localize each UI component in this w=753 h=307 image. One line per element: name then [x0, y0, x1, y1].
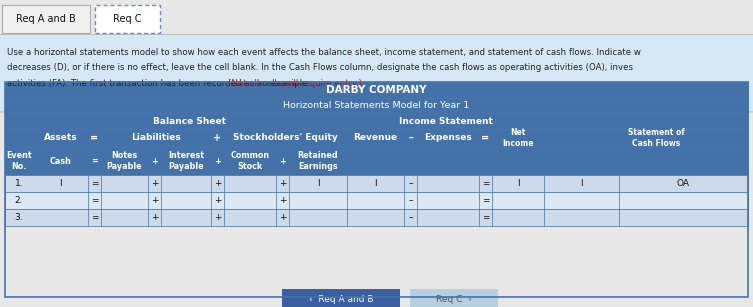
Text: =: = [482, 196, 489, 205]
Bar [5, 175, 748, 192]
Text: I: I [59, 179, 62, 188]
Text: Notes
Payable: Notes Payable [107, 151, 142, 171]
Text: =: = [91, 157, 98, 165]
Text: =: = [482, 179, 489, 188]
Text: OA: OA [677, 179, 690, 188]
Text: Horizontal Statements Model for Year 1: Horizontal Statements Model for Year 1 [283, 101, 470, 110]
Text: Event
No.: Event No. [6, 151, 32, 171]
Text: ‹  Req A and B: ‹ Req A and B [309, 294, 373, 304]
Text: Req A and B: Req A and B [16, 14, 76, 24]
Text: Common
Stock: Common Stock [230, 151, 270, 171]
Text: I: I [581, 179, 583, 188]
Bar [5, 113, 748, 129]
Text: Statement of
Cash Flows: Statement of Cash Flows [627, 128, 684, 148]
Text: +: + [279, 213, 286, 222]
Text: =: = [91, 196, 98, 205]
Text: Revenue: Revenue [353, 134, 398, 142]
Text: –: – [408, 196, 413, 205]
Bar [5, 147, 748, 175]
Text: Expenses: Expenses [424, 134, 472, 142]
Text: =: = [91, 179, 98, 188]
Bar [5, 82, 748, 98]
Text: I: I [317, 179, 319, 188]
Text: +: + [151, 179, 158, 188]
Text: =: = [91, 213, 98, 222]
Text: +: + [213, 133, 221, 143]
Bar [2, 5, 90, 33]
Bar [282, 289, 400, 307]
Text: +: + [151, 157, 158, 165]
Text: activities (FA). The first transaction has been recorded as an example.: activities (FA). The first transaction h… [7, 80, 313, 88]
Bar [5, 209, 748, 226]
Text: 3.: 3. [15, 213, 23, 222]
Text: Net
Income: Net Income [502, 128, 534, 148]
Text: +: + [279, 157, 286, 165]
Text: Balance Sheet: Balance Sheet [154, 116, 227, 126]
Text: +: + [151, 196, 158, 205]
Text: Stockholders' Equity: Stockholders' Equity [233, 134, 338, 142]
Bar [0, 35, 753, 112]
Bar [5, 192, 748, 209]
Text: Assets: Assets [44, 134, 78, 142]
Bar [95, 5, 160, 33]
Text: +: + [214, 179, 221, 188]
Text: (Not all cells will require entry.): (Not all cells will require entry.) [228, 80, 362, 88]
Bar [5, 82, 748, 297]
Text: Cash: Cash [50, 157, 72, 165]
Bar [95, 5, 160, 33]
Text: Use a horizontal statements model to show how each event affects the balance she: Use a horizontal statements model to sho… [7, 48, 641, 56]
Bar [5, 129, 748, 147]
Text: decreases (D), or if there is no effect, leave the cell blank. In the Cash Flows: decreases (D), or if there is no effect,… [7, 64, 633, 72]
Text: +: + [214, 213, 221, 222]
Text: +: + [214, 196, 221, 205]
Text: –: – [408, 133, 413, 143]
Text: =: = [481, 133, 489, 143]
Text: Req C: Req C [113, 14, 142, 24]
Text: +: + [279, 196, 286, 205]
Text: DARBY COMPANY: DARBY COMPANY [326, 85, 427, 95]
Text: –: – [408, 179, 413, 188]
Text: 1.: 1. [15, 179, 23, 188]
Text: =: = [482, 213, 489, 222]
Text: Req C  ›: Req C › [436, 294, 472, 304]
Text: Interest
Payable: Interest Payable [168, 151, 204, 171]
Text: +: + [214, 157, 221, 165]
Bar [5, 98, 748, 113]
Text: =: = [90, 133, 99, 143]
Text: I: I [517, 179, 520, 188]
Text: 2.: 2. [15, 196, 23, 205]
Text: –: – [408, 213, 413, 222]
Text: I: I [374, 179, 376, 188]
Text: Retained
Earnings: Retained Earnings [297, 151, 338, 171]
Text: Income Statement: Income Statement [398, 116, 492, 126]
Bar [410, 289, 498, 307]
Text: Liabilities: Liabilities [131, 134, 181, 142]
Text: +: + [279, 179, 286, 188]
Text: +: + [151, 213, 158, 222]
